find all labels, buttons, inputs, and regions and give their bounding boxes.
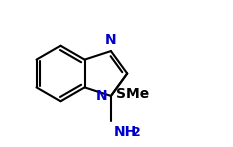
Text: 2: 2 <box>132 126 140 139</box>
Text: N: N <box>95 89 107 103</box>
Text: SMe: SMe <box>116 87 149 101</box>
Text: N: N <box>105 33 117 47</box>
Text: NH: NH <box>114 125 137 139</box>
